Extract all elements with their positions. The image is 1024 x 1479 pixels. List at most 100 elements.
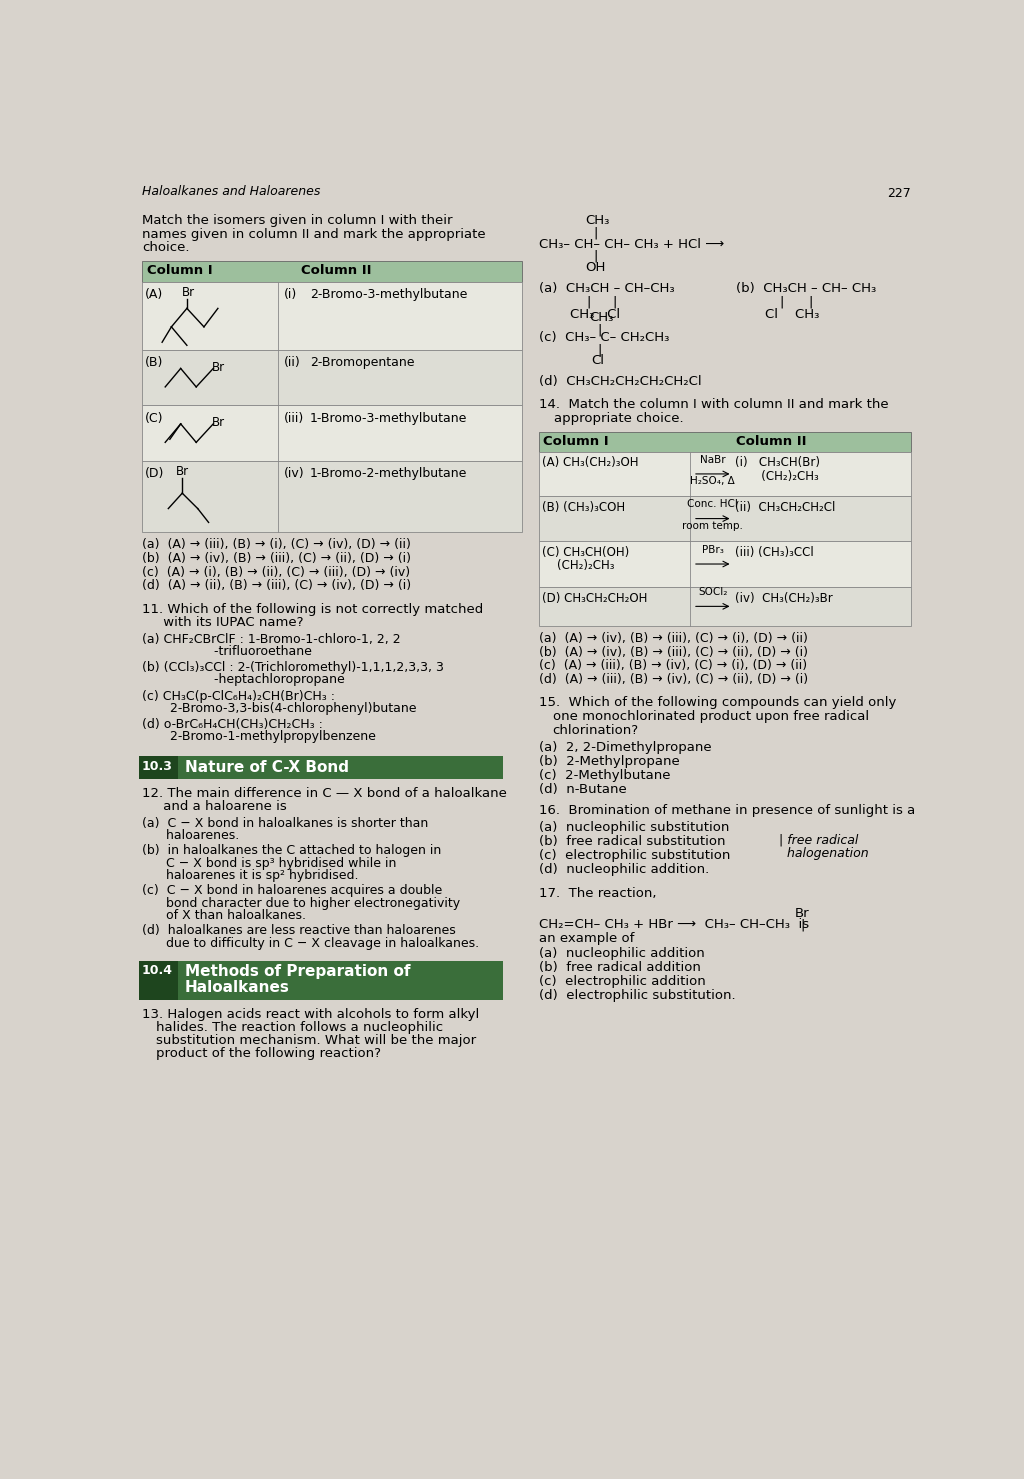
Text: PBr₃: PBr₃ bbox=[701, 544, 724, 555]
Text: and a haloarene is: and a haloarene is bbox=[142, 800, 287, 812]
Text: (iv): (iv) bbox=[284, 467, 304, 481]
Text: an example of: an example of bbox=[539, 932, 634, 945]
Text: (c)  electrophilic addition: (c) electrophilic addition bbox=[539, 975, 706, 988]
Text: (i): (i) bbox=[284, 288, 297, 302]
Bar bbox=[539, 451, 910, 497]
Text: CH₂=CH– CH₃ + HBr ⟶  CH₃– CH–CH₃  is: CH₂=CH– CH₃ + HBr ⟶ CH₃– CH–CH₃ is bbox=[539, 918, 809, 932]
Text: names given in column II and mark the appropriate: names given in column II and mark the ap… bbox=[142, 228, 485, 241]
Text: room temp.: room temp. bbox=[682, 521, 743, 531]
Text: (iii): (iii) bbox=[284, 411, 304, 424]
Bar bbox=[139, 756, 503, 779]
Text: 2-Bromopentane: 2-Bromopentane bbox=[310, 356, 415, 370]
Text: 11. Which of the following is not correctly matched: 11. Which of the following is not correc… bbox=[142, 602, 483, 615]
Text: | free radical: | free radical bbox=[779, 834, 858, 846]
Text: 15.  Which of the following compounds can yield only: 15. Which of the following compounds can… bbox=[539, 697, 896, 710]
Text: (A): (A) bbox=[145, 288, 163, 302]
Text: Column II: Column II bbox=[301, 265, 372, 278]
Bar bbox=[142, 461, 521, 531]
Bar bbox=[142, 282, 521, 351]
Text: |: | bbox=[593, 226, 597, 240]
Text: |: | bbox=[598, 322, 602, 336]
Text: Haloalkanes: Haloalkanes bbox=[184, 979, 290, 995]
Text: (b)  free radical substitution: (b) free radical substitution bbox=[539, 836, 725, 847]
Text: (d)  (A) → (ii), (B) → (iii), (C) → (iv), (D) → (i): (d) (A) → (ii), (B) → (iii), (C) → (iv),… bbox=[142, 580, 411, 593]
Text: (iv)  CH₃(CH₂)₃Br: (iv) CH₃(CH₂)₃Br bbox=[735, 592, 833, 605]
Text: (d)  CH₃CH₂CH₂CH₂CH₂Cl: (d) CH₃CH₂CH₂CH₂CH₂Cl bbox=[539, 376, 701, 389]
Text: (c)  2-Methylbutane: (c) 2-Methylbutane bbox=[539, 769, 671, 782]
Text: (CH₂)₂CH₃: (CH₂)₂CH₃ bbox=[735, 470, 818, 484]
Text: Br: Br bbox=[212, 361, 225, 374]
Text: (d)  haloalkanes are less reactive than haloarenes: (d) haloalkanes are less reactive than h… bbox=[142, 924, 456, 938]
Text: Br: Br bbox=[182, 285, 196, 299]
Text: (b)  CH₃CH – CH– CH₃: (b) CH₃CH – CH– CH₃ bbox=[736, 282, 877, 296]
Bar bbox=[139, 961, 177, 1000]
Text: product of the following reaction?: product of the following reaction? bbox=[156, 1047, 381, 1060]
Text: |: | bbox=[612, 296, 616, 308]
Text: Match the isomers given in column I with their: Match the isomers given in column I with… bbox=[142, 214, 453, 228]
Bar bbox=[539, 497, 910, 541]
Text: Cl: Cl bbox=[592, 353, 604, 367]
Text: appropriate choice.: appropriate choice. bbox=[554, 413, 684, 426]
Text: (d)  n-Butane: (d) n-Butane bbox=[539, 782, 627, 796]
Text: CH₃: CH₃ bbox=[589, 312, 613, 324]
Text: 1-Bromo-3-methylbutane: 1-Bromo-3-methylbutane bbox=[310, 411, 468, 424]
Bar bbox=[539, 432, 910, 451]
Text: (A) CH₃(CH₂)₃OH: (A) CH₃(CH₂)₃OH bbox=[542, 456, 638, 469]
Text: (d)  nucleophilic addition.: (d) nucleophilic addition. bbox=[539, 862, 709, 876]
Text: Br: Br bbox=[212, 416, 225, 429]
Text: SOCl₂: SOCl₂ bbox=[698, 587, 727, 598]
Text: (b)  free radical addition: (b) free radical addition bbox=[539, 961, 700, 975]
Text: (b)  (A) → (iv), (B) → (iii), (C) → (ii), (D) → (i): (b) (A) → (iv), (B) → (iii), (C) → (ii),… bbox=[539, 646, 808, 658]
Bar bbox=[142, 260, 521, 282]
Text: of X than haloalkanes.: of X than haloalkanes. bbox=[142, 910, 306, 921]
Text: (a)  2, 2-Dimethylpropane: (a) 2, 2-Dimethylpropane bbox=[539, 741, 712, 754]
Text: (C) CH₃CH(OH): (C) CH₃CH(OH) bbox=[542, 546, 629, 559]
Text: C − X bond is sp³ hybridised while in: C − X bond is sp³ hybridised while in bbox=[142, 856, 396, 870]
Text: |: | bbox=[598, 343, 602, 356]
Text: Methods of Preparation of: Methods of Preparation of bbox=[184, 964, 410, 979]
Text: 10.3: 10.3 bbox=[141, 760, 172, 772]
Bar bbox=[139, 961, 503, 1000]
Text: (ii)  CH₃CH₂CH₂Cl: (ii) CH₃CH₂CH₂Cl bbox=[735, 501, 836, 513]
Text: (i)   CH₃CH(Br): (i) CH₃CH(Br) bbox=[735, 456, 820, 469]
Text: |: | bbox=[587, 296, 591, 308]
Text: (d)  electrophilic substitution.: (d) electrophilic substitution. bbox=[539, 989, 735, 1003]
Text: (b)  2-Methylpropane: (b) 2-Methylpropane bbox=[539, 754, 680, 768]
Text: (a)  (A) → (iii), (B) → (i), (C) → (iv), (D) → (ii): (a) (A) → (iii), (B) → (i), (C) → (iv), … bbox=[142, 538, 411, 550]
Text: Column II: Column II bbox=[736, 435, 807, 448]
Text: (b)  in haloalkanes the C attached to halogen in: (b) in haloalkanes the C attached to hal… bbox=[142, 845, 441, 858]
Text: (a)  nucleophilic addition: (a) nucleophilic addition bbox=[539, 948, 705, 960]
Text: |: | bbox=[779, 296, 783, 308]
Text: Column I: Column I bbox=[544, 435, 609, 448]
Text: |: | bbox=[593, 250, 597, 263]
Text: haloarenes it is sp² hybridised.: haloarenes it is sp² hybridised. bbox=[142, 870, 358, 881]
Bar bbox=[139, 756, 177, 779]
Text: substitution mechanism. What will be the major: substitution mechanism. What will be the… bbox=[156, 1034, 476, 1047]
Text: choice.: choice. bbox=[142, 241, 189, 253]
Text: with its IUPAC name?: with its IUPAC name? bbox=[142, 615, 303, 629]
Bar bbox=[539, 541, 910, 587]
Text: (c)  electrophilic substitution: (c) electrophilic substitution bbox=[539, 849, 730, 862]
Text: NaBr: NaBr bbox=[700, 454, 726, 464]
Text: (CH₂)₂CH₃: (CH₂)₂CH₃ bbox=[542, 559, 614, 572]
Text: Br: Br bbox=[795, 907, 809, 920]
Text: 1-Bromo-2-methylbutane: 1-Bromo-2-methylbutane bbox=[310, 467, 468, 481]
Text: Haloalkanes and Haloarenes: Haloalkanes and Haloarenes bbox=[142, 185, 321, 198]
Text: -trifluoroethane: -trifluoroethane bbox=[142, 645, 312, 658]
Text: |: | bbox=[801, 918, 805, 932]
Text: Br: Br bbox=[176, 466, 189, 479]
Text: H₂SO₄, Δ: H₂SO₄, Δ bbox=[690, 476, 735, 487]
Text: (d) o-BrC₆H₄CH(CH₃)CH₂CH₃ :: (d) o-BrC₆H₄CH(CH₃)CH₂CH₃ : bbox=[142, 717, 323, 731]
Text: haloarenes.: haloarenes. bbox=[142, 828, 240, 842]
Text: 12. The main difference in C — X bond of a haloalkane: 12. The main difference in C — X bond of… bbox=[142, 787, 507, 800]
Text: (c)  CH₃– C– CH₂CH₃: (c) CH₃– C– CH₂CH₃ bbox=[539, 331, 669, 343]
Text: Column I: Column I bbox=[146, 265, 212, 278]
Text: halides. The reaction follows a nucleophilic: halides. The reaction follows a nucleoph… bbox=[156, 1021, 443, 1034]
Text: 16.  Bromination of methane in presence of sunlight is a: 16. Bromination of methane in presence o… bbox=[539, 805, 915, 818]
Text: (a) CHF₂CBrClF : 1-Bromo-1-chloro-1, 2, 2: (a) CHF₂CBrClF : 1-Bromo-1-chloro-1, 2, … bbox=[142, 633, 400, 645]
Text: -heptachloropropane: -heptachloropropane bbox=[142, 673, 345, 686]
Text: 17.  The reaction,: 17. The reaction, bbox=[539, 887, 656, 901]
Text: (d)  (A) → (iii), (B) → (iv), (C) → (ii), (D) → (i): (d) (A) → (iii), (B) → (iv), (C) → (ii),… bbox=[539, 673, 808, 686]
Bar bbox=[142, 405, 521, 461]
Text: (a)  nucleophilic substitution: (a) nucleophilic substitution bbox=[539, 821, 729, 834]
